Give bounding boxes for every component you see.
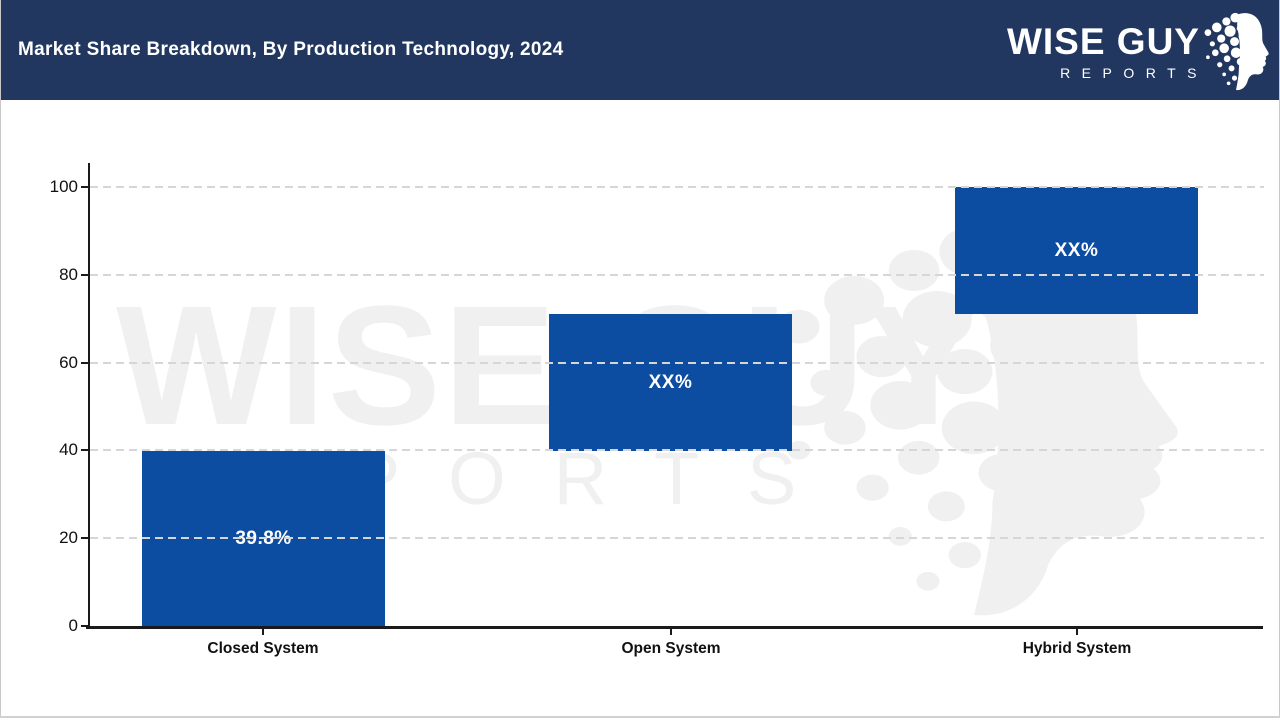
y-tick-100 bbox=[81, 186, 88, 188]
bar-value-label: 39.8% bbox=[235, 527, 292, 549]
logo-subtitle: REPORTS bbox=[1060, 65, 1208, 81]
bottom-border-line bbox=[0, 716, 1280, 718]
x-axis-spine bbox=[86, 626, 1263, 629]
y-tick-60 bbox=[81, 361, 88, 364]
x-category-label: Closed System bbox=[207, 640, 319, 657]
y-axis-spine bbox=[88, 163, 90, 628]
bar-open-system: XX% bbox=[549, 314, 792, 452]
y-tick-20 bbox=[81, 537, 88, 540]
y-tick-0 bbox=[81, 625, 88, 627]
chart-area: WISE GUY REPORTS 0 20 40 60 80 100 39.8% Closed… bbox=[0, 100, 1280, 716]
x-category-label: Open System bbox=[621, 640, 721, 657]
x-tick-1 bbox=[670, 628, 672, 635]
y-tick-label: 80 bbox=[59, 264, 78, 284]
y-tick-80 bbox=[81, 273, 88, 276]
y-tick-label: 40 bbox=[59, 440, 78, 460]
y-tick-40 bbox=[81, 449, 88, 452]
chart-title: Market Share Breakdown, By Production Te… bbox=[18, 39, 564, 60]
y-tick-label: 60 bbox=[59, 352, 78, 372]
bar-closed-system: 39.8% bbox=[142, 451, 385, 626]
logo-text: WISE GUY REPORTS bbox=[1006, 21, 1200, 82]
x-tick-2 bbox=[1076, 628, 1078, 635]
logo-wordmark: WISE GUY bbox=[1006, 21, 1200, 62]
x-category-label: Hybrid System bbox=[1022, 640, 1132, 657]
y-tick-label: 100 bbox=[49, 177, 78, 196]
wise-guy-logo: WISE GUY REPORTS bbox=[1007, 6, 1272, 96]
y-tick-label: 0 bbox=[68, 616, 78, 635]
logo-head-icon bbox=[1204, 12, 1269, 91]
x-tick-0 bbox=[262, 628, 264, 635]
y-tick-label: 20 bbox=[59, 528, 78, 548]
bar-hybrid-system: XX% bbox=[955, 187, 1198, 315]
header-bar: Market Share Breakdown, By Production Te… bbox=[0, 0, 1280, 100]
bar-value-label: XX% bbox=[1054, 239, 1099, 261]
bar-value-label: XX% bbox=[648, 371, 693, 393]
